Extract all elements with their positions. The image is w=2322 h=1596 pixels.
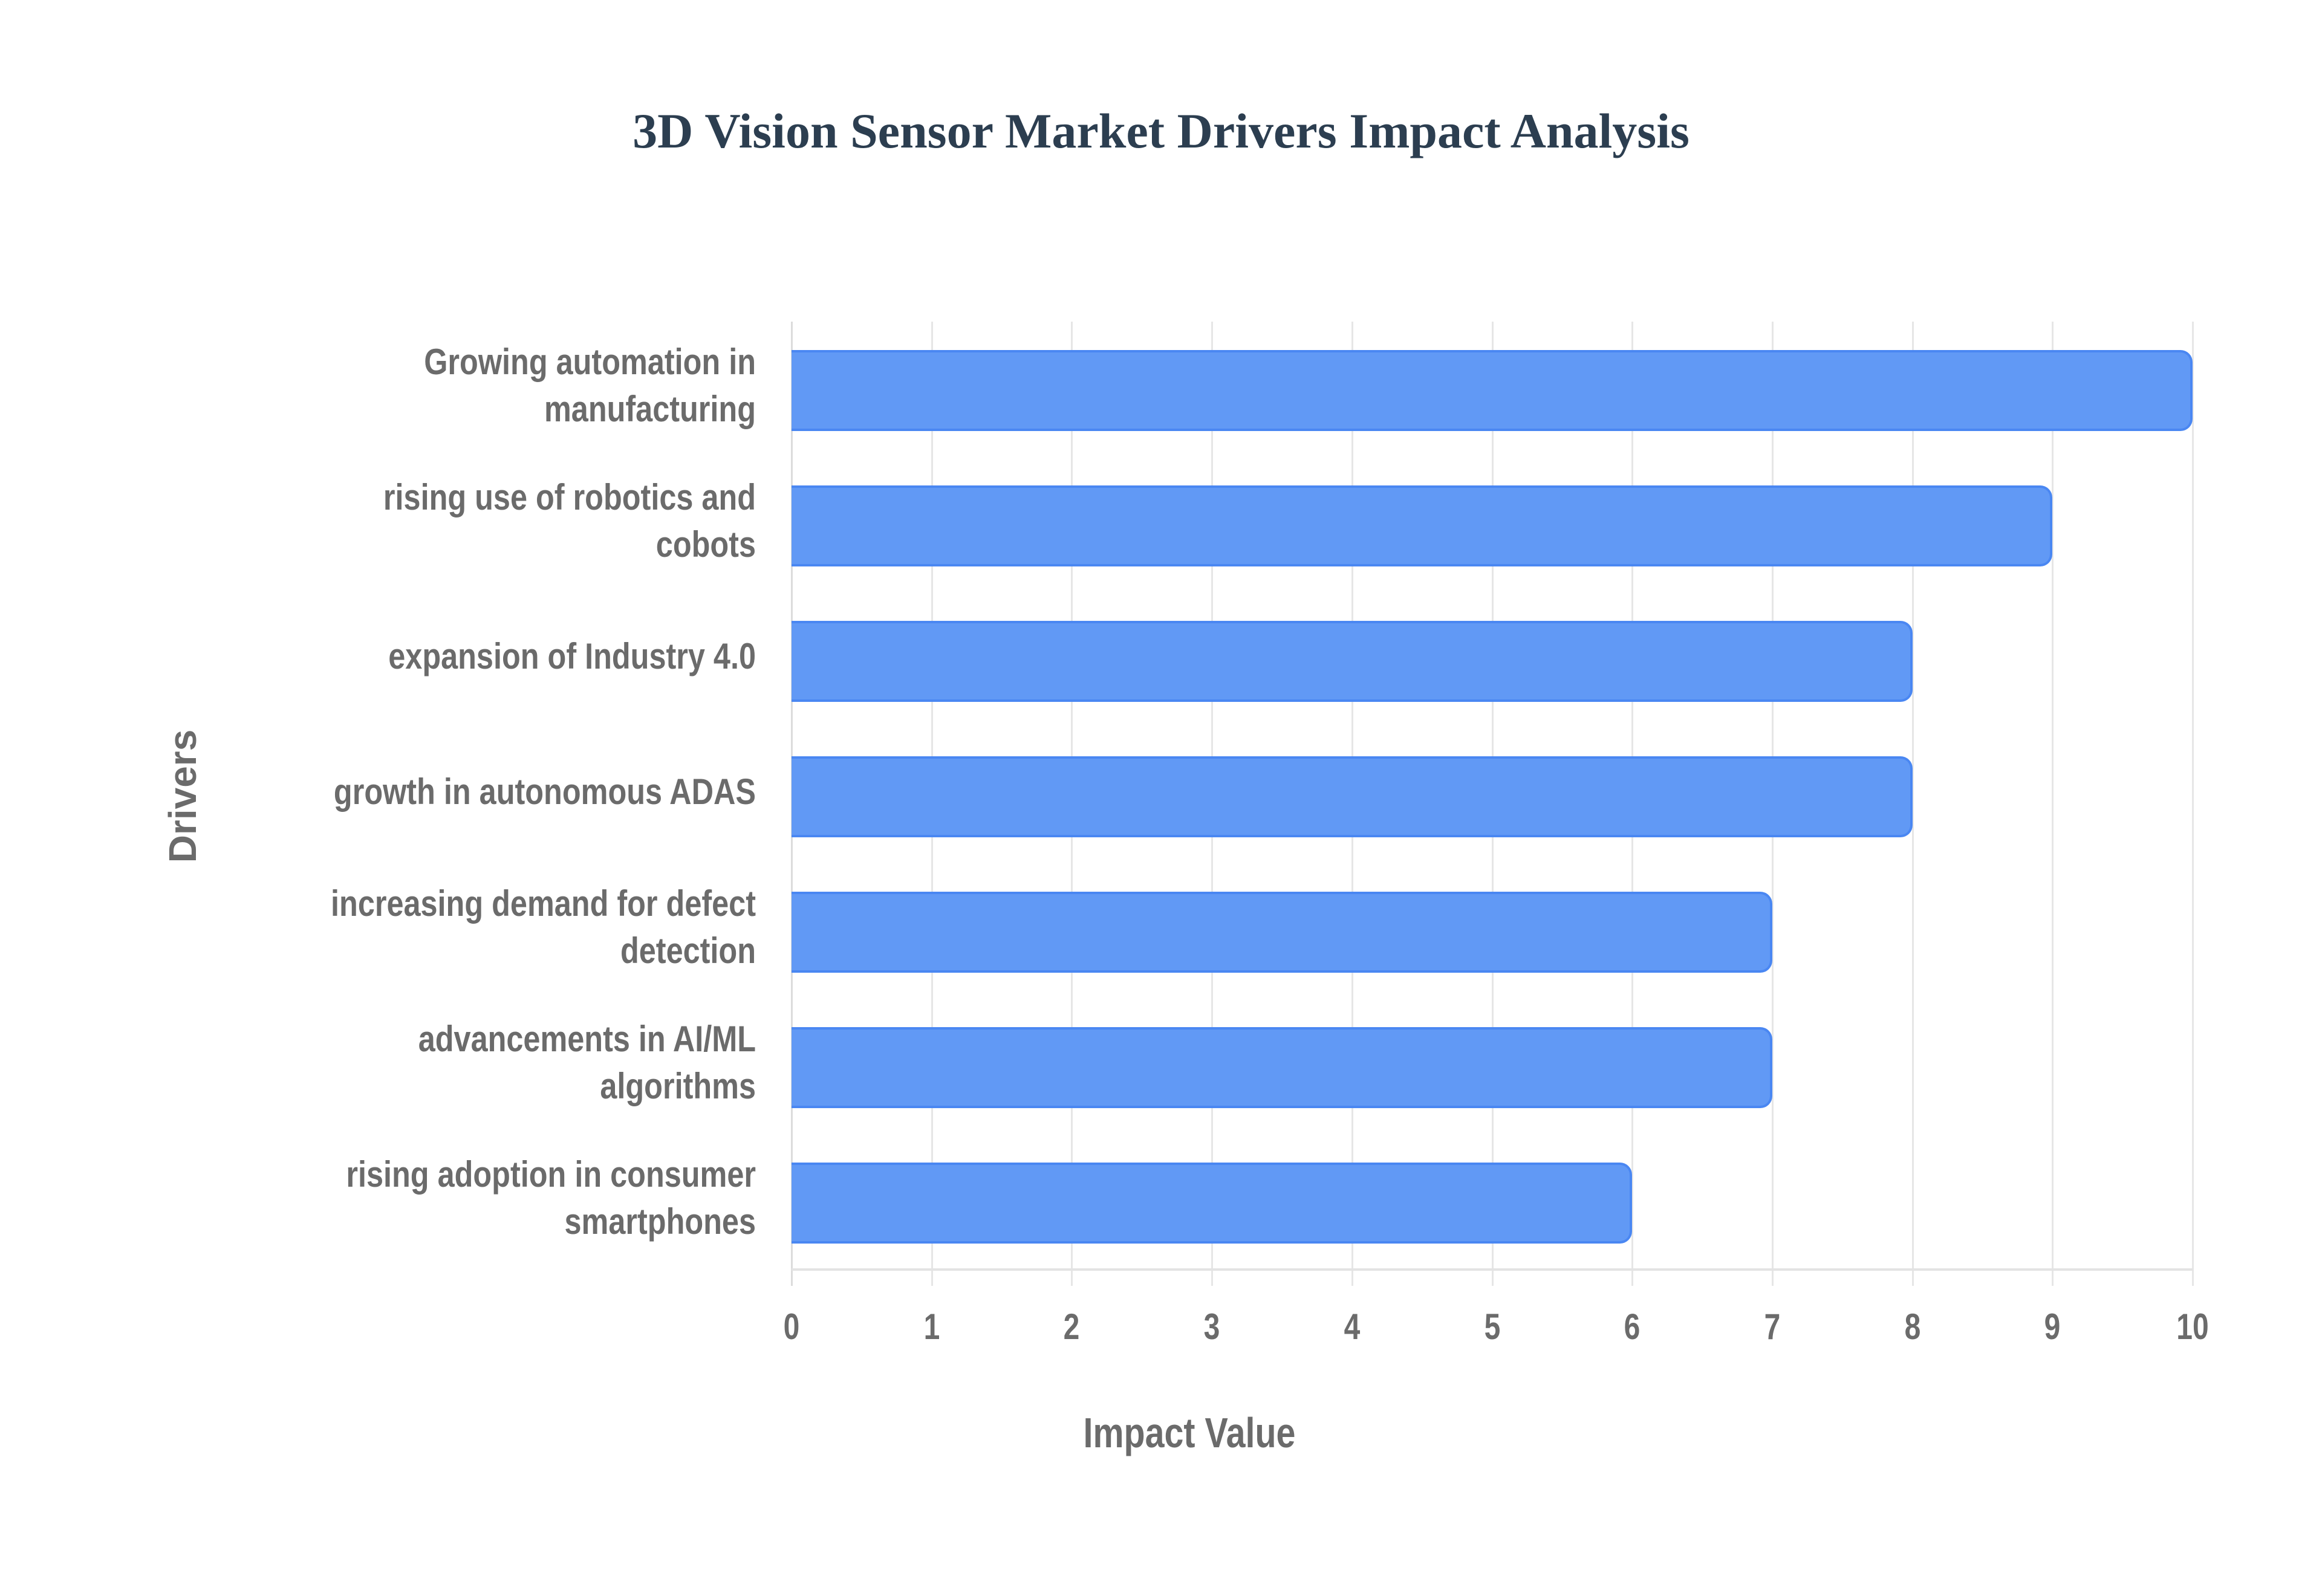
chart-title: 3D Vision Sensor Market Drivers Impact A… bbox=[633, 103, 1689, 158]
bar[interactable] bbox=[792, 485, 2053, 566]
x-tick-label: 8 bbox=[1904, 1306, 1920, 1347]
plot-area bbox=[791, 322, 2194, 1286]
x-tick-label: 0 bbox=[783, 1306, 800, 1347]
gridline bbox=[2192, 322, 2194, 1286]
x-tick-label: 6 bbox=[1624, 1306, 1641, 1347]
y-category-label: growth in autonomous ADAS bbox=[333, 771, 756, 812]
y-category-label: Growing automation in manufacturing bbox=[424, 342, 756, 429]
x-tick-label: 5 bbox=[1484, 1306, 1500, 1347]
bar[interactable] bbox=[792, 350, 2193, 431]
bar[interactable] bbox=[792, 1027, 1772, 1108]
y-category-label: rising use of robotics and cobots bbox=[383, 477, 756, 565]
x-axis-title: Impact Value bbox=[1083, 1409, 1296, 1456]
y-axis-title: Drivers bbox=[161, 729, 204, 863]
bar[interactable] bbox=[792, 892, 1772, 973]
x-axis-baseline bbox=[792, 1268, 2193, 1271]
y-category-label: expansion of Industry 4.0 bbox=[388, 636, 756, 676]
bar[interactable] bbox=[792, 621, 1913, 702]
y-category-label: increasing demand for defect detection bbox=[331, 883, 756, 971]
x-tick-label: 2 bbox=[1064, 1306, 1080, 1347]
x-tick-label: 7 bbox=[1764, 1306, 1781, 1347]
bar[interactable] bbox=[792, 1163, 1633, 1244]
gridline bbox=[2052, 322, 2054, 1286]
x-tick-label: 1 bbox=[923, 1306, 940, 1347]
y-category-label: rising adoption in consumer smartphones bbox=[346, 1154, 756, 1242]
y-category-label: advancements in AI/ML algorithms bbox=[418, 1019, 756, 1106]
gridline bbox=[1911, 322, 1914, 1286]
x-tick-label: 10 bbox=[2176, 1306, 2209, 1347]
x-tick-label: 4 bbox=[1344, 1306, 1361, 1347]
bar[interactable] bbox=[792, 756, 1913, 837]
x-tick-label: 3 bbox=[1203, 1306, 1220, 1347]
x-tick-label: 9 bbox=[2044, 1306, 2061, 1347]
